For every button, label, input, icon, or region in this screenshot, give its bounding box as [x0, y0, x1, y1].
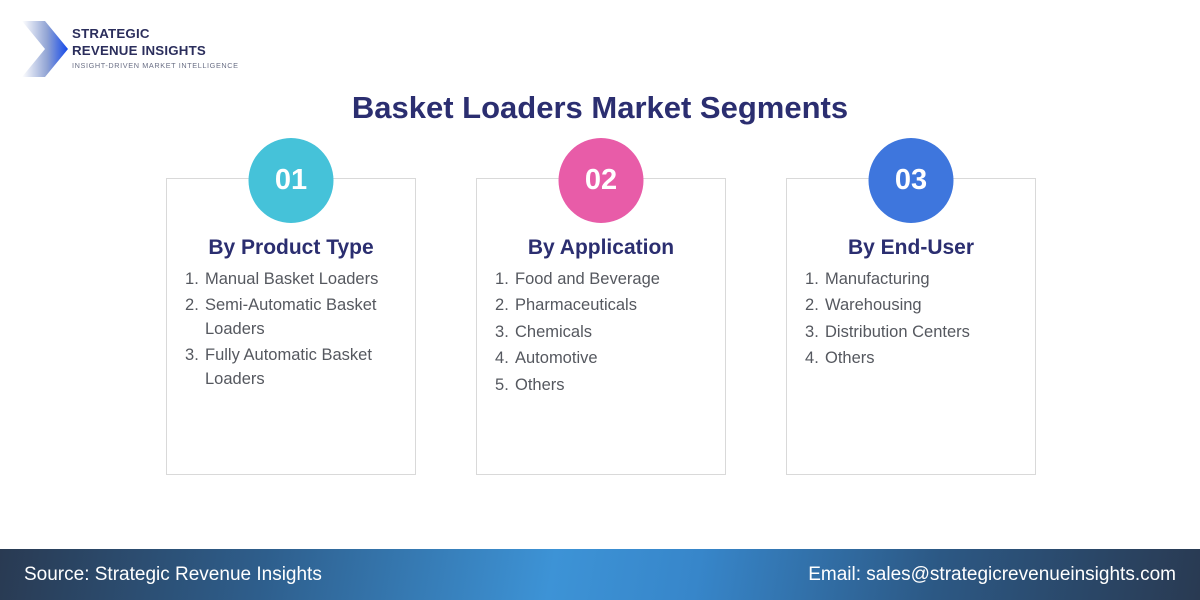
svg-text:INSIGHT-DRIVEN MARKET INTELLIG: INSIGHT-DRIVEN MARKET INTELLIGENCE [72, 61, 239, 70]
svg-text:REVENUE INSIGHTS: REVENUE INSIGHTS [72, 43, 206, 58]
svg-text:STRATEGIC: STRATEGIC [72, 26, 150, 41]
